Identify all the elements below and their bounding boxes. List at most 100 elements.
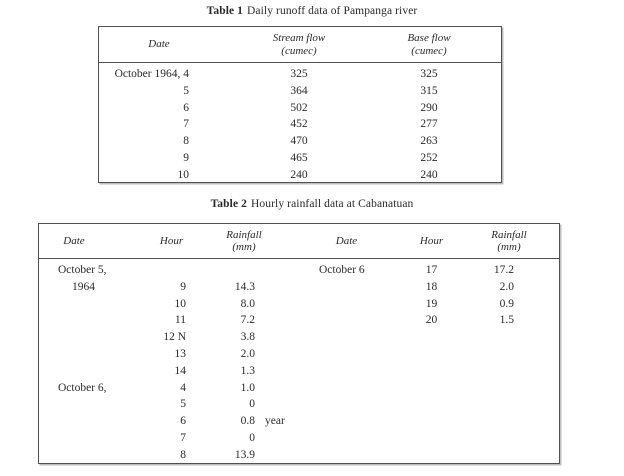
cell-hour-left: 10 bbox=[174, 297, 187, 310]
cell-hour-right bbox=[394, 396, 469, 413]
cell-base-flow: 240 bbox=[420, 168, 438, 181]
header-label: Hour bbox=[419, 234, 444, 247]
table2-column-header-hour-right: Hour bbox=[394, 224, 469, 258]
table1-row: 5 364 315 bbox=[99, 83, 501, 100]
header-label: Date bbox=[63, 234, 85, 247]
table2-row: 10 8.0 19 0.9 bbox=[39, 296, 559, 313]
table2-row: 13 2.0 bbox=[39, 346, 559, 363]
cell-date-left bbox=[39, 346, 134, 363]
cell-hour-left: 11 bbox=[174, 314, 186, 327]
table1-caption-label: Table 1 bbox=[206, 5, 244, 17]
cell-hour-left: 13 bbox=[174, 347, 187, 360]
table2-column-header-date-left: Date bbox=[39, 224, 134, 258]
cell-stream-flow: 502 bbox=[290, 101, 308, 114]
cell-date-right bbox=[279, 396, 394, 413]
cell-rainfall-right bbox=[469, 396, 549, 413]
table1-body: October 1964, 4 325 325 5 364 315 6 502 290 7 452 2… bbox=[99, 63, 501, 184]
cell-date-left: October 6, bbox=[58, 381, 107, 394]
header-label: Rainfall bbox=[226, 228, 262, 241]
cell-hour-right bbox=[394, 363, 469, 380]
table2-column-header-rainfall-left: Rainfall (mm) bbox=[209, 224, 279, 258]
table1: Date Stream flow (cumec) Base flow (cume… bbox=[98, 26, 502, 183]
cell-date-right bbox=[279, 380, 394, 397]
cell-hour-right: 17 bbox=[425, 264, 438, 276]
cell-rainfall-left: 13.9 bbox=[234, 448, 255, 461]
cell-rainfall-left: 7.2 bbox=[240, 314, 255, 327]
cell-date-right bbox=[279, 279, 394, 296]
header-label: Base flow bbox=[407, 32, 451, 44]
cell-date: 7 bbox=[183, 118, 189, 131]
cell-rainfall-right bbox=[469, 346, 549, 363]
table1-row: October 1964, 4 325 325 bbox=[99, 66, 501, 83]
table1-row: 8 470 263 bbox=[99, 133, 501, 150]
cell-date-right bbox=[279, 413, 394, 430]
cell-rainfall-right bbox=[469, 413, 549, 430]
table2-row: October 5, October 6 17 17.2 bbox=[39, 262, 559, 279]
table2-row: 6 0.8 year bbox=[39, 413, 559, 430]
cell-hour-right: 19 bbox=[425, 297, 438, 310]
table2-row: 12 N 3.8 bbox=[39, 329, 559, 346]
cell-stream-flow: 364 bbox=[290, 84, 308, 97]
header-sub-label: (cumec) bbox=[411, 44, 447, 57]
cell-date: 10 bbox=[177, 168, 190, 181]
cell-stream-flow: 325 bbox=[290, 68, 308, 80]
cell-rainfall-left: 0.8 year bbox=[209, 413, 285, 430]
cell-date-right bbox=[279, 430, 394, 447]
cell-rainfall-right bbox=[469, 329, 549, 346]
cell-base-flow: 263 bbox=[420, 135, 438, 148]
table2-header-row: Date Hour Rainfall (mm) Date Hour Rainfa… bbox=[39, 224, 559, 259]
cell-hour-left: 8 bbox=[180, 448, 186, 461]
cell-base-flow: 277 bbox=[420, 118, 438, 131]
cell-rainfall-right bbox=[469, 380, 549, 397]
cell-rainfall-left bbox=[209, 262, 279, 279]
cell-date-left bbox=[39, 413, 134, 430]
cell-date-right bbox=[279, 329, 394, 346]
table1-row: 6 502 290 bbox=[99, 100, 501, 117]
cell-rainfall-right bbox=[469, 363, 549, 380]
header-label: Date bbox=[335, 234, 358, 247]
cell-hour-left: 9 bbox=[180, 280, 186, 293]
cell-rainfall-right: 17.2 bbox=[493, 264, 514, 276]
cell-rainfall-left: 14.3 bbox=[234, 280, 255, 293]
cell-base-flow: 325 bbox=[420, 68, 438, 80]
table1-caption-text: Daily runoff data of Pampanga river bbox=[247, 5, 418, 17]
cell-rainfall-right bbox=[469, 430, 549, 447]
cell-date-right bbox=[279, 312, 394, 329]
cell-date-left bbox=[39, 447, 134, 464]
cell-hour-right: 18 bbox=[425, 280, 438, 293]
table2-column-header-date-right: Date bbox=[279, 224, 394, 258]
cell-date-right bbox=[279, 447, 394, 464]
cell-rainfall-left: 3.8 bbox=[240, 331, 255, 344]
cell-hour-left bbox=[134, 262, 209, 279]
table2-row: 8 13.9 bbox=[39, 447, 559, 464]
cell-date-left: October 5, bbox=[58, 264, 107, 276]
cell-hour-right bbox=[394, 430, 469, 447]
cell-date-right bbox=[279, 296, 394, 313]
cell-base-flow: 252 bbox=[420, 151, 438, 164]
cell-hour-left: 12 N bbox=[163, 331, 186, 344]
cell-hour-right: 20 bbox=[425, 314, 438, 327]
header-spacer bbox=[549, 224, 559, 258]
cell-hour-right bbox=[394, 413, 469, 430]
table2-row: 14 1.3 bbox=[39, 363, 559, 380]
cell-date: 8 bbox=[183, 135, 189, 148]
table1-row: 9 465 252 bbox=[99, 150, 501, 167]
cell-date: 6 bbox=[183, 101, 189, 114]
cell-rainfall-right: 0.9 bbox=[499, 297, 514, 310]
cell-date-left bbox=[39, 296, 134, 313]
table2-column-header-rainfall-right: Rainfall (mm) bbox=[469, 224, 549, 258]
header-spacer bbox=[479, 27, 501, 62]
cell-date-left bbox=[39, 363, 134, 380]
cell-rainfall-right bbox=[469, 447, 549, 464]
cell-base-flow: 315 bbox=[420, 84, 438, 97]
cell-date-right: October 6 bbox=[319, 264, 365, 276]
table1-header-row: Date Stream flow (cumec) Base flow (cume… bbox=[99, 27, 501, 63]
header-sub-label: (mm) bbox=[232, 241, 256, 253]
header-label: Stream flow bbox=[272, 32, 326, 44]
cell-date: October 1964, 4 bbox=[114, 68, 189, 80]
cell-date-right bbox=[279, 363, 394, 380]
cell-date-right bbox=[279, 346, 394, 363]
cell-date: 5 bbox=[183, 84, 189, 97]
